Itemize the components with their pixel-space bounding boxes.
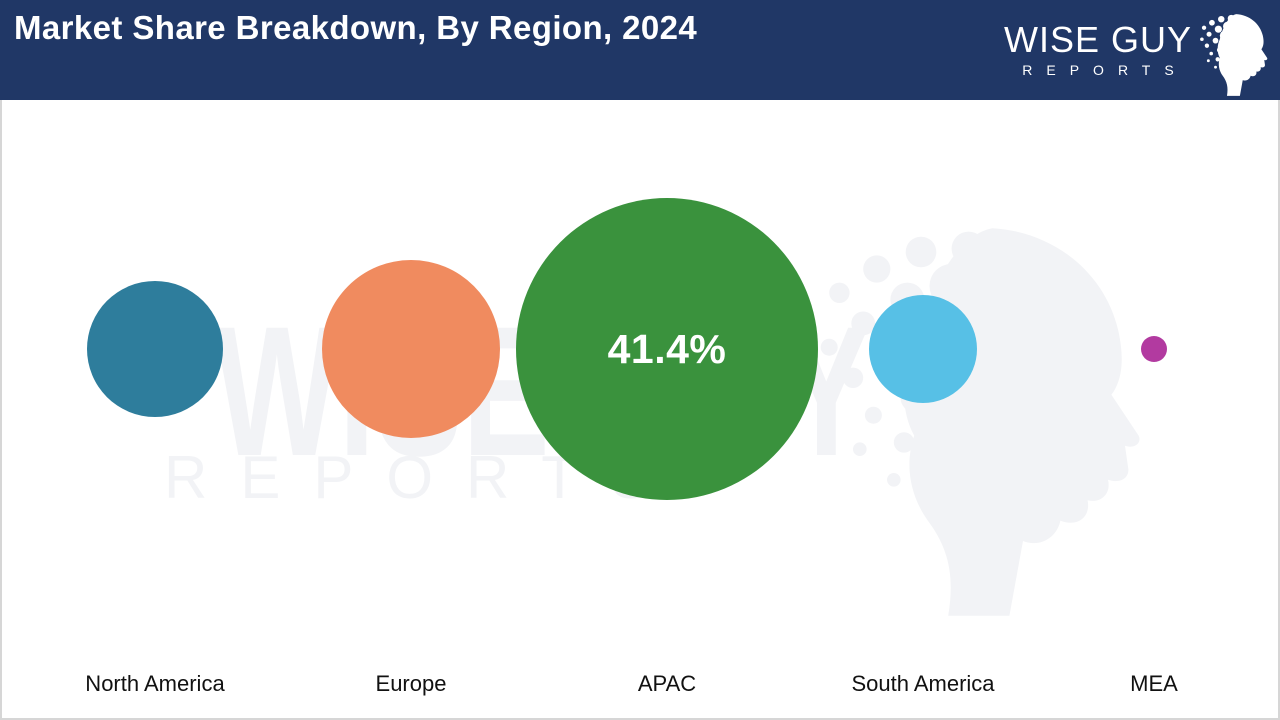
category-label-apac: APAC xyxy=(637,671,697,696)
header-bar: Market Share Breakdown, By Region, 2024 … xyxy=(0,0,1280,100)
bubble-europe xyxy=(322,260,500,438)
bubble-south-america xyxy=(869,295,977,403)
wise-guy-logo: WISE GUY REPORTS xyxy=(1004,11,1270,98)
category-label-north-america: North America xyxy=(85,671,225,696)
bubble-mea xyxy=(1141,336,1167,362)
page-title: Market Share Breakdown, By Region, 2024 xyxy=(14,9,698,46)
category-label-europe: Europe xyxy=(375,671,447,696)
logo-text: WISE GUY REPORTS xyxy=(1004,21,1192,78)
watermark-head-icon xyxy=(820,228,1140,616)
category-label-south-america: South America xyxy=(851,671,995,696)
logo-tagline: REPORTS xyxy=(1022,61,1188,78)
bubble-chart-area: WISE GUY REPORTS 41.4% North AmericaEuro… xyxy=(0,100,1280,720)
bubble-apac: 41.4% xyxy=(516,198,818,500)
bubble-north-america xyxy=(87,281,223,417)
category-label-mea: MEA xyxy=(1130,671,1178,696)
bubble-value-label-apac: 41.4% xyxy=(607,325,727,372)
wise-guy-head-icon xyxy=(1200,14,1268,96)
logo-wordmark: WISE GUY xyxy=(1003,19,1192,60)
